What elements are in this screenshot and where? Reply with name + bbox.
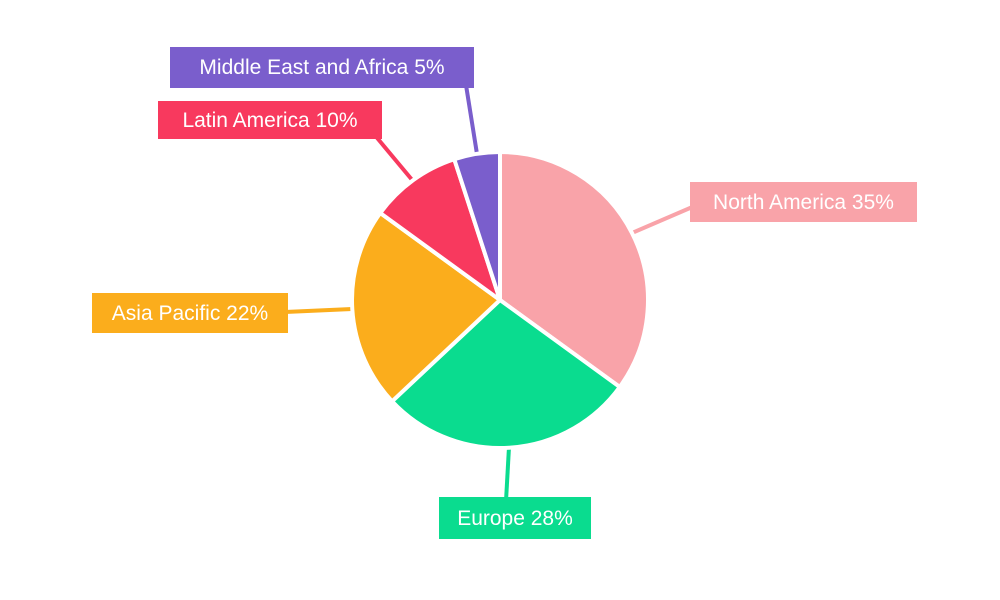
pie-slice-asia-pacific[interactable] (350, 211, 502, 404)
leader-line-asia-pacific (284, 307, 353, 314)
pie-slice-north-america[interactable] (498, 150, 650, 389)
slice-label-asia-pacific: Asia Pacific 22% (92, 293, 288, 333)
pie-slice-europe[interactable] (390, 298, 622, 450)
leader-line-north-america (631, 203, 698, 235)
slice-label-middle-east-and-africa: Middle East and Africa 5% (170, 47, 474, 88)
pie-slice-latin-america[interactable] (378, 157, 502, 302)
slice-label-latin-america: Latin America 10% (158, 101, 382, 139)
slice-label-north-america: North America 35% (690, 182, 917, 222)
leader-line-middle-east-and-africa (464, 84, 479, 155)
pie-slice-middle-east-and-africa[interactable] (452, 150, 502, 302)
leader-line-latin-america (371, 131, 415, 183)
slice-label-europe: Europe 28% (439, 497, 591, 539)
leader-line-europe (504, 446, 511, 502)
